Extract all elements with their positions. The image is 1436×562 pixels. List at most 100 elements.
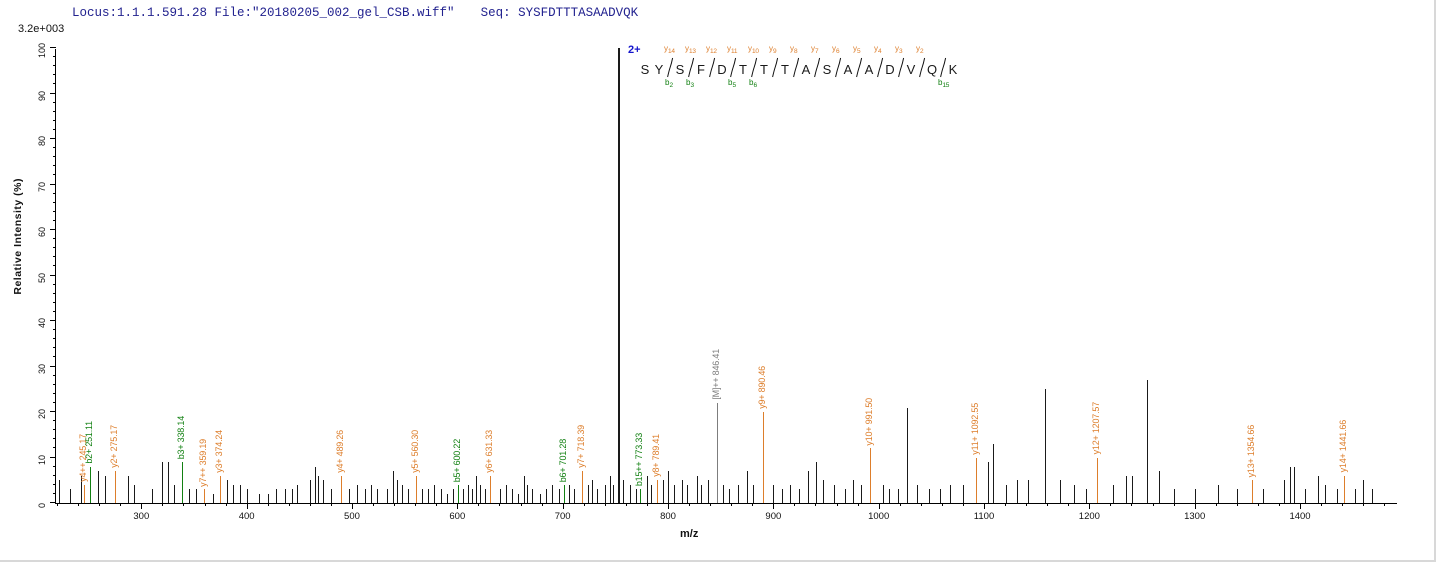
b-ion-label: b5	[728, 78, 736, 90]
peak	[322, 480, 324, 503]
peak	[318, 475, 320, 503]
peak	[357, 484, 359, 503]
peak	[558, 489, 560, 503]
peak	[233, 484, 234, 503]
peak	[1086, 489, 1088, 503]
peak	[610, 475, 612, 503]
x-axis-tick	[625, 503, 627, 506]
peak-label: y6+ 631.33	[484, 429, 495, 473]
peak	[815, 462, 817, 503]
y-axis-tick	[53, 128, 56, 130]
fragment-slash-icon	[877, 57, 884, 78]
x-axis-tick	[478, 503, 480, 506]
peak	[1006, 484, 1008, 503]
y-axis-tick	[53, 265, 56, 267]
peak-label: b6+ 701.28	[558, 438, 568, 482]
peak	[929, 489, 931, 503]
y-axis-tick	[50, 274, 56, 276]
x-axis-tick	[1173, 503, 1175, 506]
peak	[1045, 389, 1047, 503]
x-axis-tick	[899, 503, 901, 506]
x-axis-tick	[1300, 503, 1302, 509]
fragment-boundary: y6	[832, 45, 842, 78]
peak-label: y12+ 1207.57	[1091, 402, 1102, 455]
peak	[453, 489, 455, 503]
y-axis-title: Relative Intensity (%)	[12, 178, 24, 295]
plot-area: 300 400 500 600 700 800 900 1000 1100 1200 1300 140…	[37, 43, 1397, 522]
peak	[1073, 484, 1075, 503]
x-axis-tick	[689, 503, 691, 506]
peak-label: y9+ 890.46	[757, 366, 768, 409]
y-axis-tick	[53, 292, 56, 294]
fragment-boundary: y14 b2	[664, 45, 675, 90]
peak	[681, 480, 683, 503]
peak	[1147, 380, 1149, 503]
y-axis-tick	[53, 383, 56, 385]
labeled-peak	[181, 462, 183, 503]
residue-letter: S	[640, 62, 650, 77]
peak	[393, 471, 395, 503]
residue-letter: D	[885, 62, 895, 77]
y-axis-tick	[50, 502, 56, 503]
y-axis-tick	[50, 47, 56, 48]
residue-letter: A	[864, 62, 874, 77]
peak	[499, 489, 501, 503]
peak	[916, 484, 918, 503]
peak	[822, 480, 824, 503]
peak	[696, 475, 698, 503]
peak	[226, 480, 228, 503]
peak	[397, 480, 399, 503]
x-axis-tick	[710, 503, 712, 506]
y-tick-label: 40	[37, 318, 47, 329]
peak	[1173, 489, 1175, 503]
peak	[1194, 489, 1196, 503]
peak	[377, 489, 379, 503]
x-axis-tick	[1194, 503, 1196, 509]
fragment-boundary: y8	[790, 45, 800, 78]
peak	[526, 484, 528, 503]
y-axis-tick	[53, 256, 56, 258]
x-tick-label: 900	[765, 511, 782, 522]
y-axis-tick	[53, 219, 56, 221]
peak	[401, 484, 403, 503]
labeled-peak	[490, 475, 492, 503]
peak	[882, 484, 884, 503]
peak-label: b3+ 338.14	[175, 415, 186, 460]
peak	[371, 484, 372, 503]
x-axis-tick	[562, 503, 564, 509]
seq-value: SYSFDTTTASAADVQK	[518, 6, 639, 20]
x-axis-tick	[183, 503, 185, 506]
x-axis-tick	[78, 503, 80, 506]
y-ion-label: y7	[811, 44, 819, 56]
x-axis-tick	[668, 503, 669, 509]
peak	[604, 484, 606, 503]
y-axis-tick	[50, 229, 56, 230]
x-axis-tick	[731, 503, 733, 506]
peak	[636, 489, 638, 503]
labeled-peak	[582, 471, 583, 503]
peak	[992, 443, 994, 503]
peak	[467, 484, 469, 503]
y-ion-label: y2	[916, 44, 924, 56]
peak	[462, 489, 464, 503]
y-axis-tick	[53, 492, 56, 494]
x-axis-tick	[1215, 503, 1217, 506]
x-axis-tick	[57, 503, 59, 506]
peak	[646, 475, 648, 503]
y-ion-label: y8	[790, 44, 798, 56]
x-axis-tick	[878, 503, 880, 509]
x-axis-tick	[204, 503, 206, 506]
peak	[897, 489, 899, 503]
y-tick-label: 0	[37, 502, 47, 508]
peak	[1354, 489, 1356, 503]
peak	[963, 484, 964, 503]
peak	[808, 471, 810, 503]
fragment-boundary: b15	[938, 56, 949, 89]
peak	[427, 489, 429, 503]
fragment-boundary: y13 b3	[685, 45, 696, 90]
labeled-peak	[1343, 475, 1345, 503]
y-axis-tick	[53, 101, 56, 103]
b-ion-label: b15	[938, 78, 950, 90]
peak	[276, 489, 278, 503]
x-axis-tick	[815, 503, 817, 506]
